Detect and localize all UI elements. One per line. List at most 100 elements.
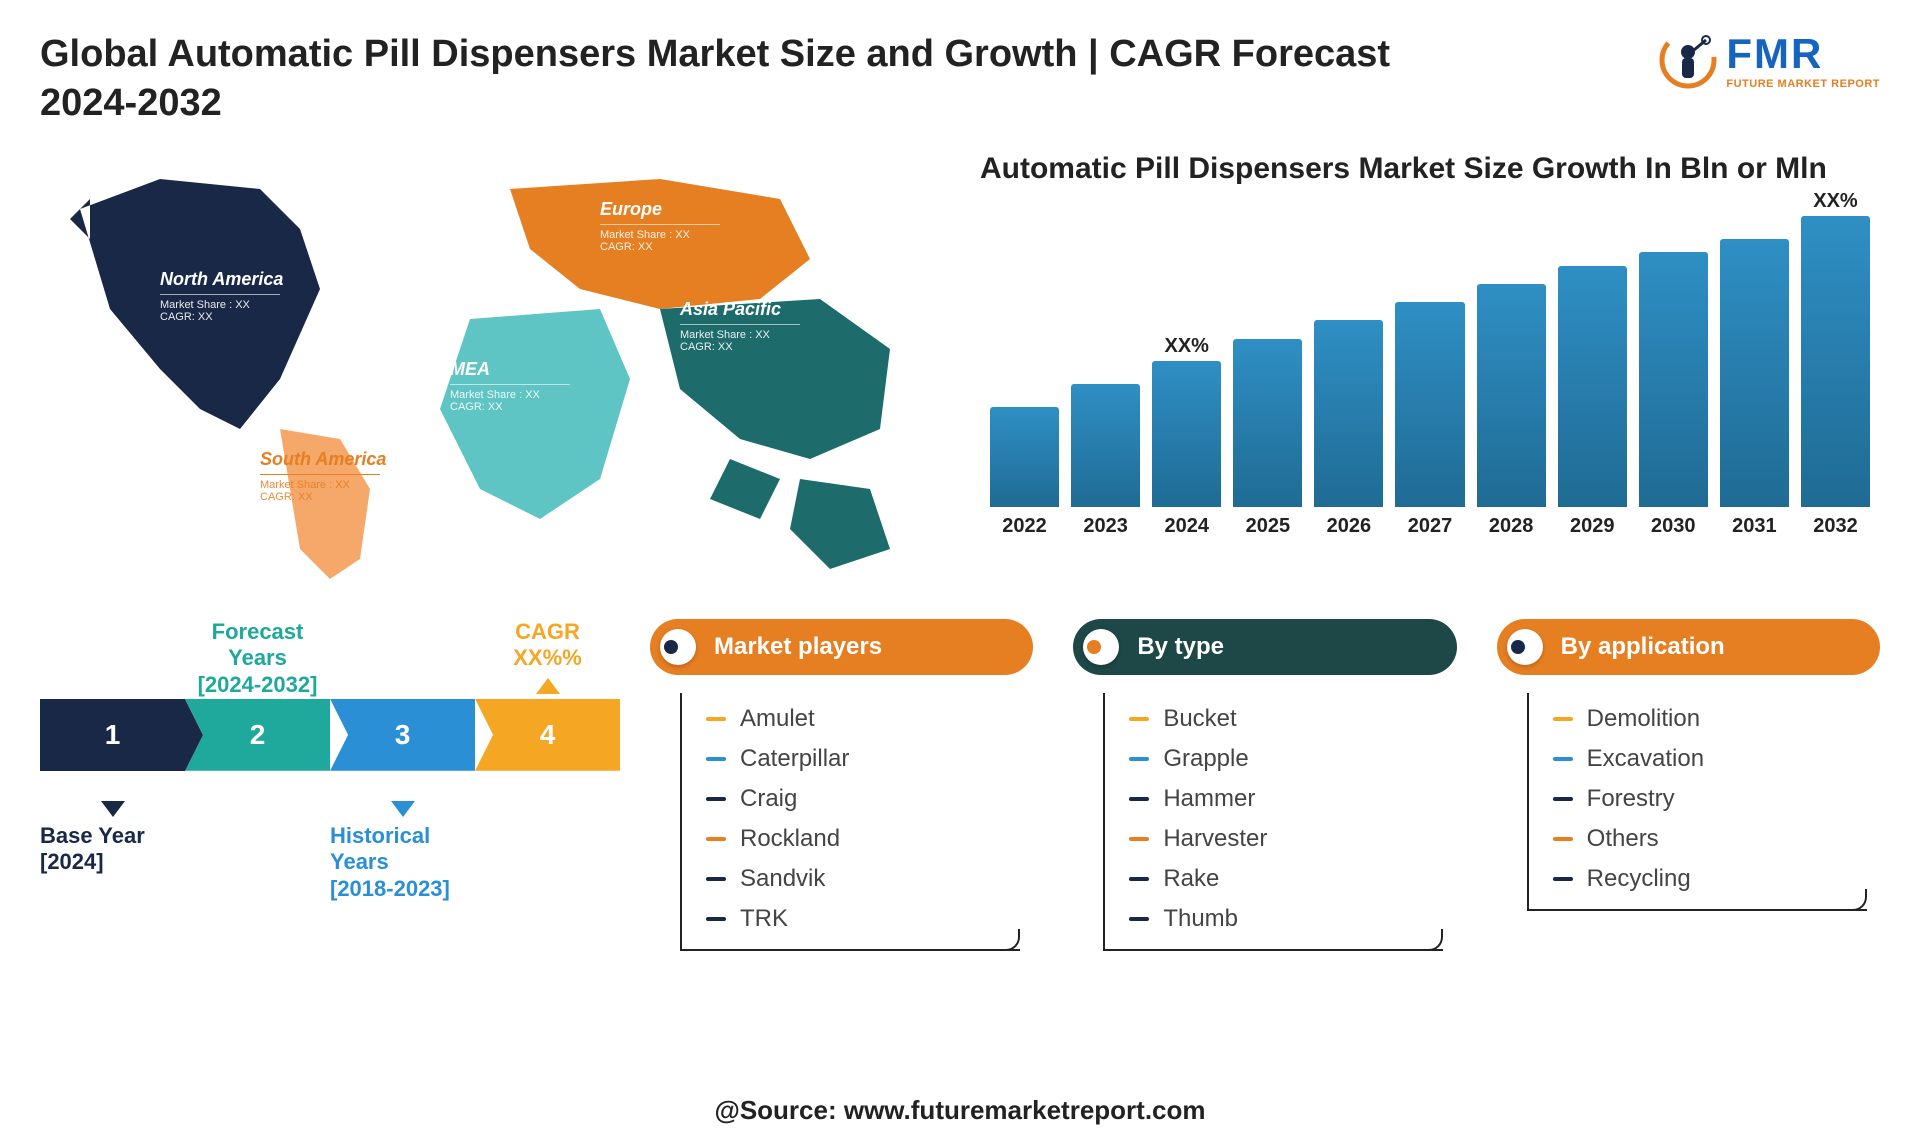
triangle-up-icon (536, 678, 560, 694)
map-region-label: MEA Market Share : XX CAGR: XX (450, 359, 570, 413)
timeline-step: 3 (330, 699, 475, 771)
category-item: Forestry (1529, 779, 1867, 819)
region-name: Asia Pacific (680, 299, 800, 320)
bar-year-label: 2026 (1327, 515, 1372, 538)
map-region-label: North America Market Share : XX CAGR: XX (160, 269, 283, 323)
category-column: By application Demolition Excavation Fores… (1497, 619, 1880, 951)
tl-label-sub: [2024] (40, 849, 185, 875)
bars-container: 2022 2023XX% 2024 2025 2026 2027 2028 20… (980, 198, 1880, 538)
bar-column: 2031 (1720, 239, 1789, 538)
region-divider (260, 474, 380, 475)
category-item: Rockland (682, 819, 1020, 859)
source-footer: @Source: www.futuremarketreport.com (0, 1095, 1920, 1126)
bar-year-label: 2028 (1489, 515, 1534, 538)
category-item-label: Thumb (1163, 905, 1238, 933)
category-item: Sandvik (682, 859, 1020, 899)
bar-column: 2030 (1639, 252, 1708, 538)
tick-icon (706, 877, 726, 881)
tick-icon (1129, 917, 1149, 921)
top-row: North America Market Share : XX CAGR: XX… (40, 149, 1880, 589)
region-cagr: CAGR: XX (600, 241, 720, 253)
bar-year-label: 2023 (1083, 515, 1128, 538)
category-title: By application (1561, 633, 1725, 661)
category-header: By application (1497, 619, 1880, 675)
tick-icon (706, 837, 726, 841)
bar-column: 2025 (1233, 339, 1302, 538)
tl-label-text: CAGR (475, 619, 620, 645)
bar-column: 2022 (990, 407, 1059, 538)
region-name: South America (260, 449, 386, 470)
category-item: Hammer (1105, 779, 1443, 819)
bar-rect (1639, 252, 1708, 507)
bar-column: 2028 (1477, 284, 1546, 538)
category-item-label: TRK (740, 905, 788, 933)
region-name: Europe (600, 199, 720, 220)
region-name: North America (160, 269, 283, 290)
tick-icon (1553, 717, 1573, 721)
logo-icon (1658, 30, 1718, 90)
map-region-label: Europe Market Share : XX CAGR: XX (600, 199, 720, 253)
logo-sub: FUTURE MARKET REPORT (1726, 78, 1880, 90)
category-item-label: Sandvik (740, 865, 825, 893)
bar-column: 2023 (1071, 384, 1140, 538)
category-header: Market players (650, 619, 1033, 675)
tl-label-text: Base Year (40, 823, 185, 849)
timeline-bottom-label: Base Year[2024] (40, 801, 185, 902)
category-item-label: Recycling (1587, 865, 1691, 893)
tick-icon (1553, 797, 1573, 801)
bar-column: 2027 (1395, 302, 1464, 538)
category-item: Grapple (1105, 739, 1443, 779)
bar-rect (1233, 339, 1302, 507)
category-item-label: Others (1587, 825, 1659, 853)
bar-rect (1477, 284, 1546, 507)
timeline-step: 4 (475, 699, 620, 771)
category-bracket: AmuletCaterpillarCraigRocklandSandvikTRK (680, 693, 1020, 951)
page-title: Global Automatic Pill Dispensers Market … (40, 30, 1440, 129)
bar-year-label: 2024 (1164, 515, 1209, 538)
timeline-step: 2 (185, 699, 330, 771)
category-item: Caterpillar (682, 739, 1020, 779)
region-name: MEA (450, 359, 570, 380)
bar-rect (1801, 216, 1870, 507)
chart-title: Automatic Pill Dispensers Market Size Gr… (980, 149, 1880, 188)
region-share: Market Share : XX (450, 389, 570, 401)
region-cagr: CAGR: XX (160, 311, 283, 323)
category-item-label: Hammer (1163, 785, 1255, 813)
bar-year-label: 2031 (1732, 515, 1777, 538)
bar-year-label: 2022 (1002, 515, 1047, 538)
bar-column: 2026 (1314, 320, 1383, 537)
triangle-down-icon (391, 801, 415, 817)
region-cagr: CAGR: XX (680, 341, 800, 353)
bar-column: 2029 (1558, 266, 1627, 538)
triangle-down-icon (101, 801, 125, 817)
logo-acronym: FMR (1726, 30, 1880, 78)
timeline-step: 1 (40, 699, 185, 771)
timeline: Forecast Years[2024-2032]CAGRXX%% 1234 B… (40, 619, 620, 902)
bar-year-label: 2032 (1813, 515, 1858, 538)
category-item-label: Forestry (1587, 785, 1675, 813)
category-item-label: Caterpillar (740, 745, 849, 773)
category-title: Market players (714, 633, 882, 661)
category-item-label: Bucket (1163, 705, 1236, 733)
region-cagr: CAGR: XX (450, 401, 570, 413)
category-item-label: Grapple (1163, 745, 1248, 773)
tick-icon (1129, 757, 1149, 761)
bar-annotation: XX% (1813, 190, 1857, 213)
tl-label-sub: XX%% (475, 645, 620, 671)
category-item-label: Amulet (740, 705, 815, 733)
category-item: Thumb (1105, 899, 1443, 939)
category-item: Excavation (1529, 739, 1867, 779)
category-dot-icon (1507, 629, 1543, 665)
map-region-label: Asia Pacific Market Share : XX CAGR: XX (680, 299, 800, 353)
bar-rect (1314, 320, 1383, 506)
category-column: Market players AmuletCaterpillarCraigRoc… (650, 619, 1033, 951)
bar-rect (1558, 266, 1627, 507)
region-share: Market Share : XX (160, 299, 283, 311)
bar-rect (1395, 302, 1464, 507)
world-map: North America Market Share : XX CAGR: XX… (40, 149, 940, 589)
category-item: Recycling (1529, 859, 1867, 899)
category-item-label: Harvester (1163, 825, 1267, 853)
category-item-label: Demolition (1587, 705, 1700, 733)
logo: FMR FUTURE MARKET REPORT (1658, 30, 1880, 90)
tick-icon (706, 917, 726, 921)
